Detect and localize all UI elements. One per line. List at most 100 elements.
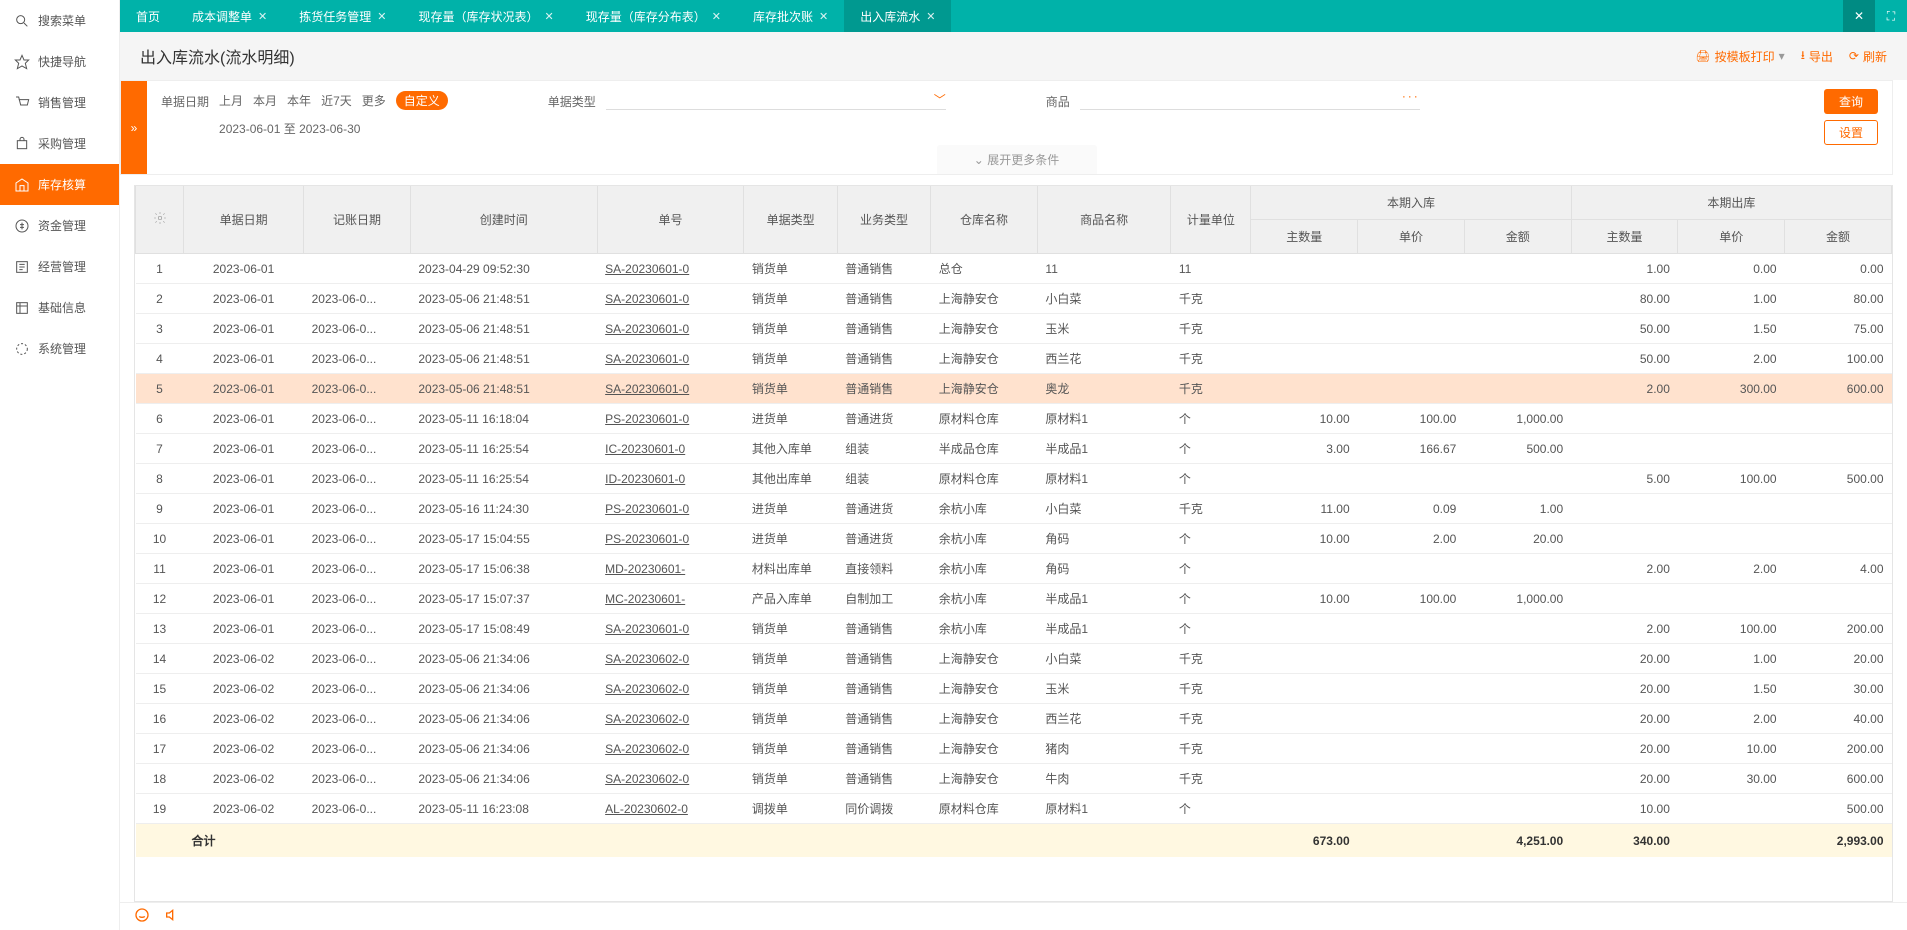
sidebar-item-label: 采购管理 — [38, 135, 86, 152]
table-row[interactable]: 82023-06-012023-06-0...2023-05-11 16:25:… — [136, 464, 1892, 494]
date-quick-option[interactable]: 本月 — [253, 92, 277, 109]
table-row[interactable]: 102023-06-012023-06-0...2023-05-17 15:04… — [136, 524, 1892, 554]
table-row[interactable]: 162023-06-022023-06-0...2023-05-06 21:34… — [136, 704, 1892, 734]
col-out-amount[interactable]: 金额 — [1785, 220, 1892, 254]
doc-no-link[interactable]: ID-20230601-0 — [605, 472, 685, 486]
date-quick-option[interactable]: 上月 — [219, 92, 243, 109]
doc-no-link[interactable]: SA-20230601-0 — [605, 622, 689, 636]
date-quick-option[interactable]: 本年 — [287, 92, 311, 109]
col-ctime[interactable]: 创建时间 — [410, 186, 597, 254]
col-wh[interactable]: 仓库名称 — [931, 186, 1038, 254]
tab[interactable]: 现存量（库存分布表）✕ — [570, 0, 737, 32]
table-row[interactable]: 192023-06-022023-06-0...2023-05-11 16:23… — [136, 794, 1892, 824]
doc-no-link[interactable]: SA-20230602-0 — [605, 772, 689, 786]
expand-conditions-button[interactable]: ⌄ 展开更多条件 — [937, 145, 1097, 174]
doc-no-link[interactable]: SA-20230602-0 — [605, 712, 689, 726]
sidebar-item-fund[interactable]: 资金管理 — [0, 205, 119, 246]
col-in-amount[interactable]: 金额 — [1464, 220, 1571, 254]
col-dtype[interactable]: 单据类型 — [744, 186, 837, 254]
table-row[interactable]: 132023-06-012023-06-0...2023-05-17 15:08… — [136, 614, 1892, 644]
doc-no-link[interactable]: PS-20230601-0 — [605, 532, 689, 546]
doc-no-link[interactable]: SA-20230602-0 — [605, 742, 689, 756]
doc-no-link[interactable]: SA-20230601-0 — [605, 292, 689, 306]
col-prod[interactable]: 商品名称 — [1037, 186, 1170, 254]
doc-type-select[interactable]: ﹀ — [606, 91, 946, 110]
close-icon[interactable]: ✕ — [258, 10, 267, 23]
query-button[interactable]: 查询 — [1824, 89, 1878, 114]
doc-no-link[interactable]: PS-20230601-0 — [605, 502, 689, 516]
sidebar-item-sys[interactable]: 系统管理 — [0, 328, 119, 369]
table-row[interactable]: 22023-06-012023-06-0...2023-05-06 21:48:… — [136, 284, 1892, 314]
date-quick-option[interactable]: 近7天 — [321, 92, 352, 109]
table-row[interactable]: 12023-06-012023-04-29 09:52:30SA-2023060… — [136, 254, 1892, 284]
doc-no-link[interactable]: PS-20230601-0 — [605, 412, 689, 426]
doc-no-link[interactable]: SA-20230602-0 — [605, 682, 689, 696]
tab[interactable]: 拣货任务管理✕ — [283, 0, 402, 32]
tab[interactable]: 库存批次账✕ — [737, 0, 844, 32]
sidebar-item-base[interactable]: 基础信息 — [0, 287, 119, 328]
date-quick-option[interactable]: 更多 — [362, 92, 386, 109]
sidebar-item-nav[interactable]: 快捷导航 — [0, 41, 119, 82]
table-row[interactable]: 182023-06-022023-06-0...2023-05-06 21:34… — [136, 764, 1892, 794]
doc-no-link[interactable]: SA-20230601-0 — [605, 322, 689, 336]
export-button[interactable]: ⭳导出 — [1801, 46, 1833, 67]
table-row[interactable]: 112023-06-012023-06-0...2023-05-17 15:06… — [136, 554, 1892, 584]
col-in-price[interactable]: 单价 — [1358, 220, 1465, 254]
column-settings-button[interactable] — [136, 186, 184, 254]
date-custom-pill[interactable]: 自定义 — [396, 91, 448, 110]
base-icon — [14, 300, 30, 316]
filter-collapse-button[interactable]: » — [121, 81, 147, 174]
sidebar-item-stock[interactable]: 库存核算 — [0, 164, 119, 205]
close-icon[interactable]: ✕ — [926, 10, 935, 23]
tab[interactable]: 出入库流水✕ — [844, 0, 951, 32]
tab[interactable]: 首页 — [120, 0, 176, 32]
fullscreen-button[interactable]: ⛶ — [1875, 0, 1907, 32]
col-out-qty[interactable]: 主数量 — [1571, 220, 1678, 254]
table-row[interactable]: 92023-06-012023-06-0...2023-05-16 11:24:… — [136, 494, 1892, 524]
table-row[interactable]: 122023-06-012023-06-0...2023-05-17 15:07… — [136, 584, 1892, 614]
close-icon[interactable]: ✕ — [377, 10, 386, 23]
doc-no-link[interactable]: MC-20230601- — [605, 592, 685, 606]
sidebar-item-ops[interactable]: 经营管理 — [0, 246, 119, 287]
doc-no-link[interactable]: SA-20230601-0 — [605, 352, 689, 366]
table-row[interactable]: 152023-06-022023-06-0...2023-05-06 21:34… — [136, 674, 1892, 704]
audio-icon[interactable] — [164, 907, 180, 926]
col-btype[interactable]: 业务类型 — [837, 186, 930, 254]
close-icon[interactable]: ✕ — [545, 10, 554, 23]
tab[interactable]: 现存量（库存状况表）✕ — [402, 0, 569, 32]
product-select[interactable]: ··· — [1080, 91, 1420, 110]
close-icon[interactable]: ✕ — [712, 10, 721, 23]
col-date[interactable]: 单据日期 — [184, 186, 304, 254]
doc-no-link[interactable]: SA-20230601-0 — [605, 382, 689, 396]
col-in-qty[interactable]: 主数量 — [1251, 220, 1358, 254]
table-row[interactable]: 142023-06-022023-06-0...2023-05-06 21:34… — [136, 644, 1892, 674]
settings-button[interactable]: 设置 — [1824, 120, 1878, 145]
print-template-button[interactable]: 🖨按模板打印▾ — [1695, 48, 1784, 65]
refresh-icon: ⟳ — [1849, 49, 1859, 63]
refresh-button[interactable]: ⟳刷新 — [1849, 48, 1887, 65]
table-row[interactable]: 172023-06-022023-06-0...2023-05-06 21:34… — [136, 734, 1892, 764]
sidebar-item-purchase[interactable]: 采购管理 — [0, 123, 119, 164]
col-post[interactable]: 记账日期 — [304, 186, 411, 254]
date-range-text: 2023-06-01 至 2023-06-30 — [219, 120, 360, 137]
table-row[interactable]: 72023-06-012023-06-0...2023-05-11 16:25:… — [136, 434, 1892, 464]
sidebar-item-sales[interactable]: 销售管理 — [0, 82, 119, 123]
doc-no-link[interactable]: AL-20230602-0 — [605, 802, 688, 816]
close-icon[interactable]: ✕ — [819, 10, 828, 23]
sidebar-item-search[interactable]: 搜索菜单 — [0, 0, 119, 41]
doc-no-link[interactable]: IC-20230601-0 — [605, 442, 685, 456]
tab[interactable]: 成本调整单✕ — [176, 0, 283, 32]
support-icon[interactable] — [134, 907, 150, 926]
doc-no-link[interactable]: MD-20230601- — [605, 562, 685, 576]
printer-icon: 🖨 — [1695, 49, 1710, 63]
doc-no-link[interactable]: SA-20230601-0 — [605, 262, 689, 276]
doc-no-link[interactable]: SA-20230602-0 — [605, 652, 689, 666]
tab-close-all-button[interactable]: ✕ — [1843, 0, 1875, 32]
table-row[interactable]: 32023-06-012023-06-0...2023-05-06 21:48:… — [136, 314, 1892, 344]
col-out-price[interactable]: 单价 — [1678, 220, 1785, 254]
col-unit[interactable]: 计量单位 — [1171, 186, 1251, 254]
table-row[interactable]: 62023-06-012023-06-0...2023-05-11 16:18:… — [136, 404, 1892, 434]
table-row[interactable]: 42023-06-012023-06-0...2023-05-06 21:48:… — [136, 344, 1892, 374]
col-no[interactable]: 单号 — [597, 186, 744, 254]
table-row[interactable]: 52023-06-012023-06-0...2023-05-06 21:48:… — [136, 374, 1892, 404]
